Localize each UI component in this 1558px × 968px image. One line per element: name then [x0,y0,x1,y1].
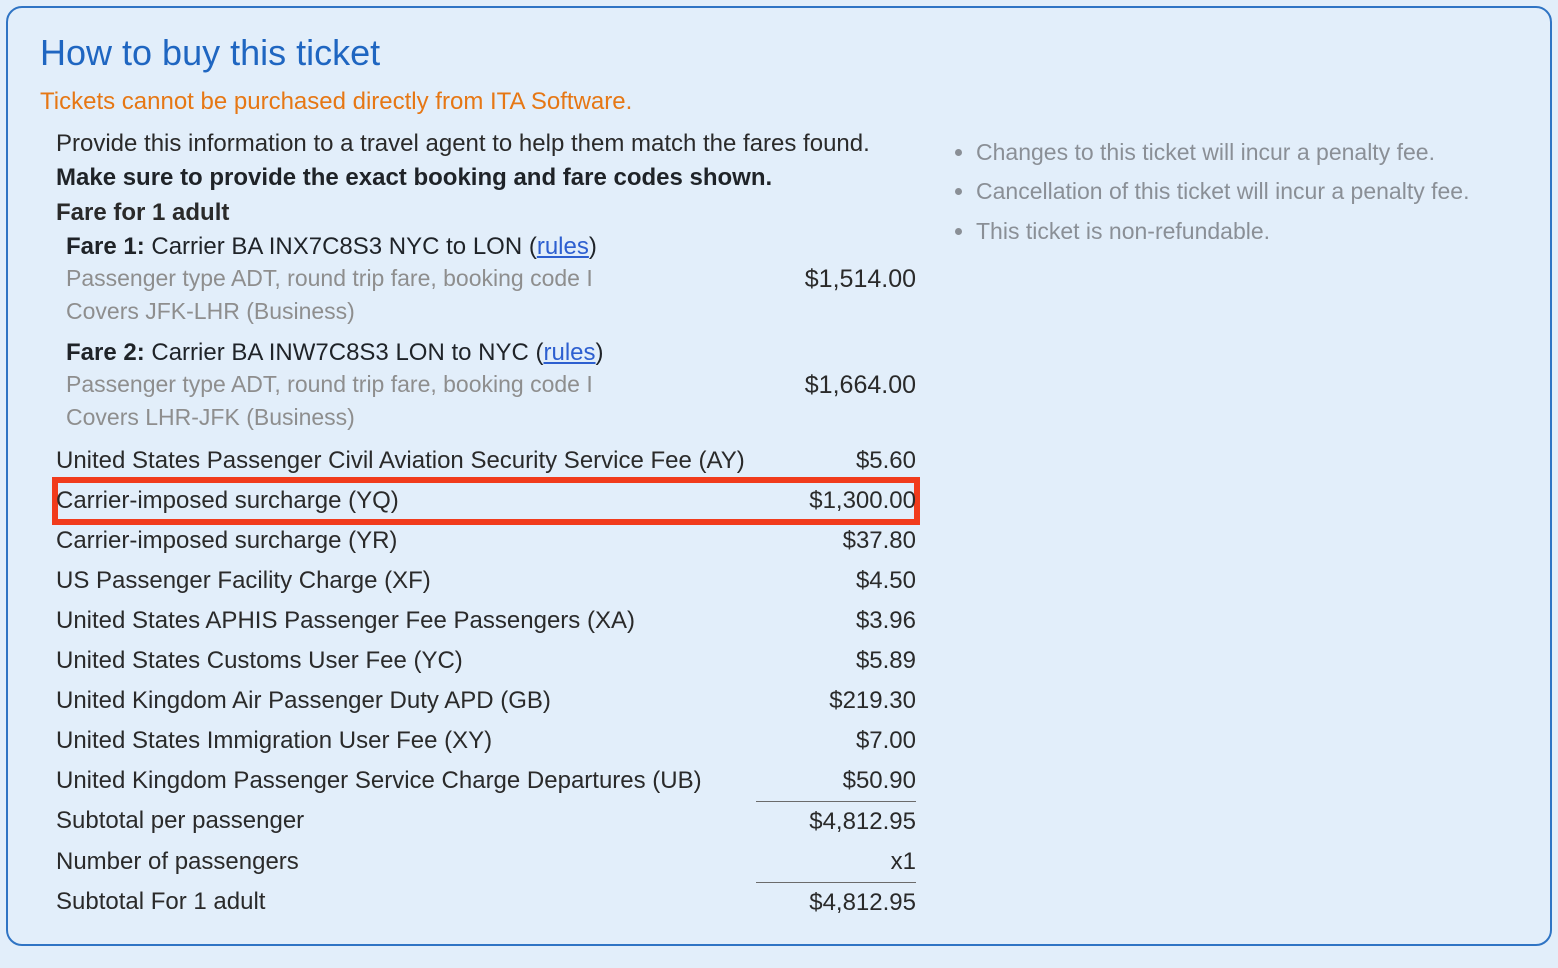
total-amount: $4,812.95 [756,882,916,923]
fee-amount: $5.89 [756,641,916,681]
total-label: Subtotal per passenger [56,801,756,842]
fee-amount: $50.90 [756,761,916,802]
ticket-note: This ticket is non-refundable. [976,215,1518,248]
fare-details-column: Provide this information to a travel age… [40,128,916,923]
intro-line: Provide this information to a travel age… [56,128,916,160]
content-columns: Provide this information to a travel age… [40,128,1518,923]
fare-label: Fare 1: [66,233,145,260]
fare-headline-suffix: ) [596,339,604,366]
intro-bold: Make sure to provide the exact booking a… [56,162,916,194]
fee-row: US Passenger Facility Charge (XF)$4.50 [56,561,916,601]
fee-amount: $3.96 [756,601,916,641]
fare-text: Fare 2: Carrier BA INW7C8S3 LON to NYC (… [66,339,756,433]
fare-subline: Passenger type ADT, round trip fare, boo… [66,263,756,294]
fee-label: United States Immigration User Fee (XY) [56,721,756,761]
total-row: Subtotal per passenger$4,812.95 [56,801,916,842]
fare-heading: Fare 1: Carrier BA INX7C8S3 NYC to LON (… [66,233,756,261]
fare-subline: Covers LHR-JFK (Business) [66,402,756,433]
fare-headline-suffix: ) [589,233,597,260]
ticket-notes-column: Changes to this ticket will incur a pena… [948,128,1518,254]
ticket-note: Changes to this ticket will incur a pena… [976,136,1518,169]
fare-label: Fare 2: [66,339,145,366]
fee-label: United States APHIS Passenger Fee Passen… [56,601,756,641]
fee-label: United States Customs User Fee (YC) [56,641,756,681]
fee-row: Carrier-imposed surcharge (YQ)$1,300.00 [56,481,916,521]
total-label: Subtotal For 1 adult [56,882,756,923]
fee-amount: $7.00 [756,721,916,761]
fee-label: United States Passenger Civil Aviation S… [56,441,756,481]
fee-amount: $5.60 [756,441,916,481]
fare-rules-link[interactable]: rules [537,233,589,260]
fee-row: United States APHIS Passenger Fee Passen… [56,601,916,641]
ticket-info-panel: How to buy this ticket Tickets cannot be… [6,6,1552,946]
fare-text: Fare 1: Carrier BA INX7C8S3 NYC to LON (… [66,233,756,327]
purchase-warning: Tickets cannot be purchased directly fro… [40,88,1518,116]
fare-headline: Carrier BA INX7C8S3 NYC to LON ( [151,233,536,260]
page-title: How to buy this ticket [40,32,1518,74]
fare-block: Fare 2: Carrier BA INW7C8S3 LON to NYC (… [56,333,916,439]
fee-amount: $1,300.00 [756,481,916,521]
fee-amount: $219.30 [756,681,916,721]
fee-label: United Kingdom Passenger Service Charge … [56,761,756,802]
total-amount: $4,812.95 [756,801,916,842]
ticket-note: Cancellation of this ticket will incur a… [976,175,1518,208]
fee-amount: $4.50 [756,561,916,601]
fee-amount: $37.80 [756,521,916,561]
fare-price: $1,514.00 [756,265,916,294]
fare-subline: Covers JFK-LHR (Business) [66,296,756,327]
fee-row: United States Immigration User Fee (XY)$… [56,721,916,761]
fare-block: Fare 1: Carrier BA INX7C8S3 NYC to LON (… [56,227,916,333]
fare-subline: Passenger type ADT, round trip fare, boo… [66,369,756,400]
fare-rules-link[interactable]: rules [543,339,595,366]
ticket-notes-list: Changes to this ticket will incur a pena… [948,136,1518,248]
fare-for-label: Fare for 1 adult [56,199,916,227]
fee-label: Carrier-imposed surcharge (YQ) [56,481,756,521]
total-label: Number of passengers [56,842,756,883]
total-row: Subtotal For 1 adult$4,812.95 [56,882,916,923]
fare-headline: Carrier BA INW7C8S3 LON to NYC ( [151,339,543,366]
fee-label: US Passenger Facility Charge (XF) [56,561,756,601]
total-row: Number of passengersx1 [56,842,916,883]
fees-table: United States Passenger Civil Aviation S… [56,441,916,923]
fee-row: United States Passenger Civil Aviation S… [56,441,916,481]
fee-row: United Kingdom Passenger Service Charge … [56,761,916,802]
fee-row: Carrier-imposed surcharge (YR)$37.80 [56,521,916,561]
total-amount: x1 [756,842,916,883]
fee-row: United Kingdom Air Passenger Duty APD (G… [56,681,916,721]
fee-label: United Kingdom Air Passenger Duty APD (G… [56,681,756,721]
fee-label: Carrier-imposed surcharge (YR) [56,521,756,561]
fare-price: $1,664.00 [756,371,916,400]
fare-heading: Fare 2: Carrier BA INW7C8S3 LON to NYC (… [66,339,756,367]
fee-row: United States Customs User Fee (YC)$5.89 [56,641,916,681]
